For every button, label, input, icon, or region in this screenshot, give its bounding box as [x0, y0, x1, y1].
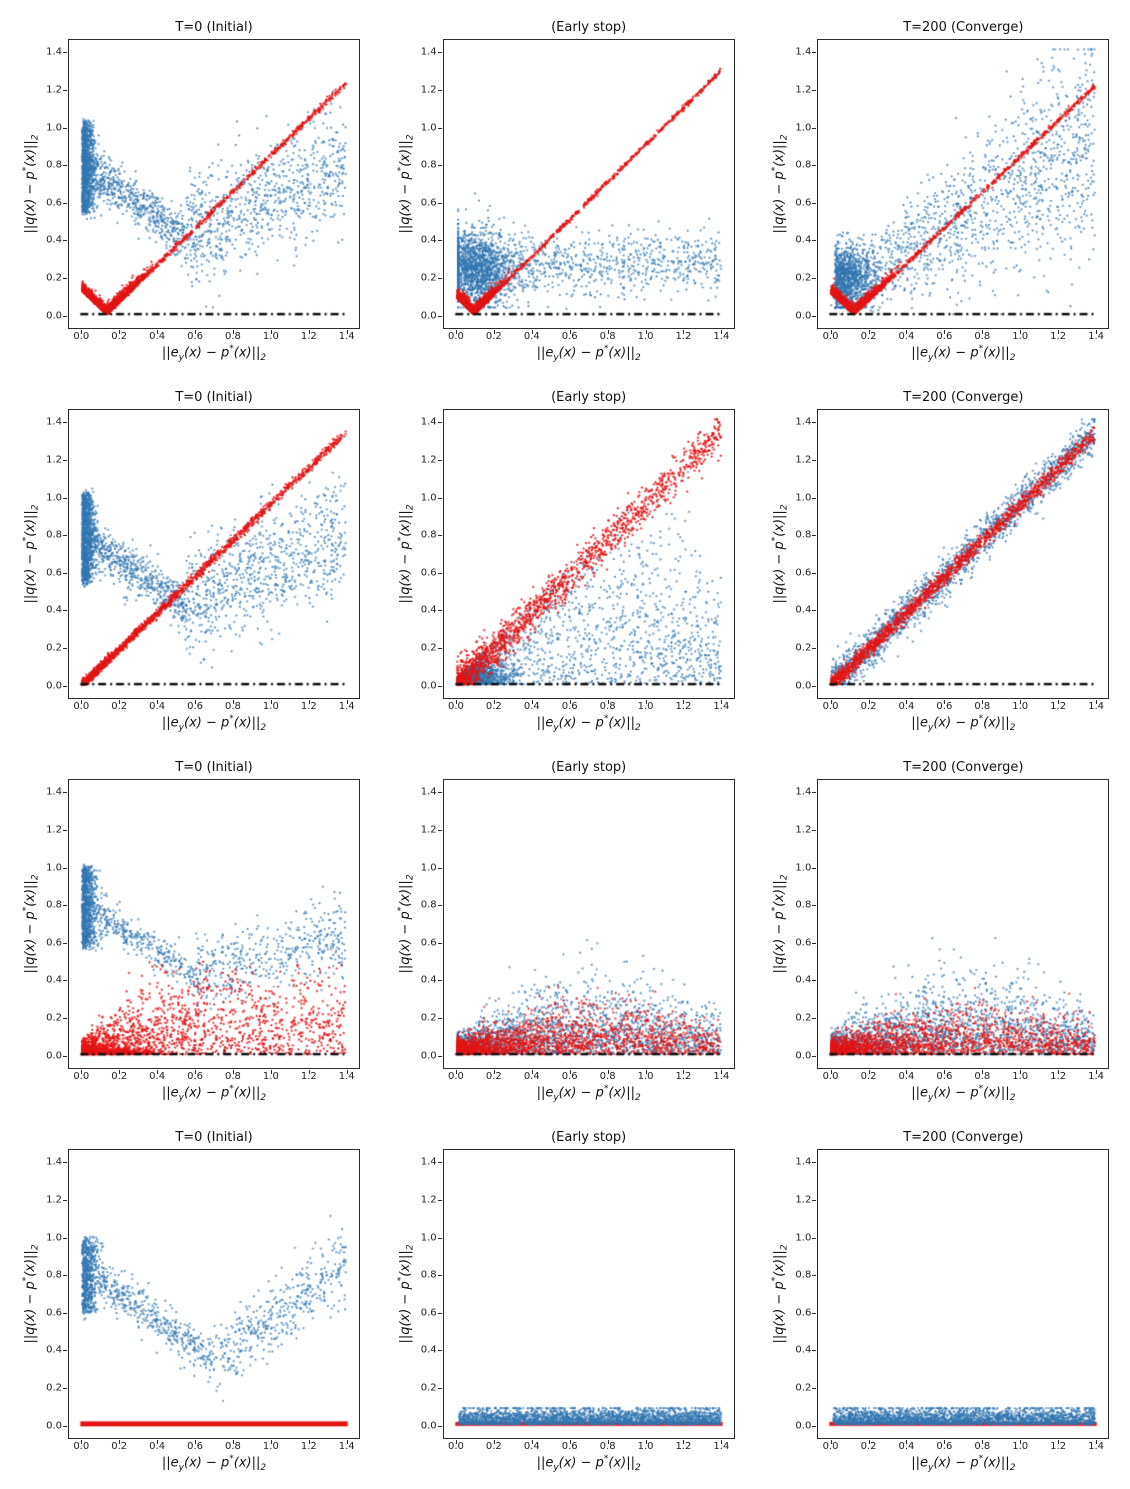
y-axis-label: ||q(x) − p*(x)||2: [396, 504, 416, 604]
x-axis-label: ||ey(x) − p*(x)||2: [161, 714, 267, 733]
x-tick-labels: 0.0 0.2 0.4 0.6 0.8 1.0 1.2 1.4: [822, 1441, 1104, 1452]
scatter-canvas-r1c2: [442, 39, 735, 329]
subplot-r3c2: (Early stop) ||q(x) − p*(x)||2 0.0 0.2 0.4 0.…: [381, 746, 752, 1116]
scatter-canvas-r1c3: [817, 39, 1110, 329]
charts-grid: T=0 (Initial) ||q(x) − p*(x)||2 0.0 0.2 0.4 0…: [6, 6, 1126, 1486]
scatter-canvas-r2c2: [442, 409, 735, 699]
scatter-canvas-r4c2: [442, 1149, 735, 1439]
y-axis-label: ||q(x) − p*(x)||2: [770, 504, 790, 604]
subplot-title: T=200 (Converge): [903, 760, 1024, 775]
subplot-title: T=0 (Initial): [175, 760, 253, 775]
x-tick-labels: 0.0 0.2 0.4 0.6 0.8 1.0 1.2 1.4: [822, 701, 1104, 712]
subplot-title: T=200 (Converge): [903, 1130, 1024, 1145]
x-tick-labels: 0.0 0.2 0.4 0.6 0.8 1.0 1.2 1.4: [73, 1441, 355, 1452]
subplot-title: (Early stop): [551, 760, 627, 775]
y-tick-labels: 0.0 0.2 0.4 0.6 0.8 1.0 1.2 1.4: [420, 1156, 437, 1432]
y-axis-label: ||q(x) − p*(x)||2: [770, 874, 790, 974]
x-axis-label: ||ey(x) − p*(x)||2: [911, 1454, 1016, 1473]
subplot-r4c1: T=0 (Initial) ||q(x) − p*(x)||2 0.0 0.2 0.4 0…: [6, 1116, 377, 1486]
y-axis-label: ||q(x) − p*(x)||2: [21, 504, 41, 604]
y-axis-label: ||q(x) − p*(x)||2: [396, 134, 416, 234]
x-tick-labels: 0.0 0.2 0.4 0.6 0.8 1.0 1.2 1.4: [73, 701, 355, 712]
scatter-canvas-r4c1: [68, 1149, 360, 1439]
x-tick-labels: 0.0 0.2 0.4 0.6 0.8 1.0 1.2 1.4: [447, 701, 730, 712]
x-axis-label: ||ey(x) − p*(x)||2: [161, 1084, 267, 1103]
y-axis-label: ||q(x) − p*(x)||2: [21, 134, 41, 234]
x-axis-label: ||ey(x) − p*(x)||2: [911, 344, 1016, 363]
subplot-title: (Early stop): [551, 1130, 627, 1145]
y-tick-labels: 0.0 0.2 0.4 0.6 0.8 1.0 1.2 1.4: [795, 1156, 812, 1432]
subplot-title: T=0 (Initial): [175, 390, 253, 405]
y-tick-labels: 0.0 0.2 0.4 0.6 0.8 1.0 1.2 1.4: [420, 416, 437, 692]
subplot-r4c3: T=200 (Converge) ||q(x) − p*(x)||2 0.0 0.2 0…: [755, 1116, 1126, 1486]
scatter-canvas-r3c2: [442, 779, 735, 1069]
scatter-canvas-r4c3: [817, 1149, 1110, 1439]
y-tick-labels: 0.0 0.2 0.4 0.6 0.8 1.0 1.2 1.4: [420, 46, 437, 322]
x-axis-label: ||ey(x) − p*(x)||2: [536, 714, 641, 733]
subplot-r2c3: T=200 (Converge) ||q(x) − p*(x)||2 0.0 0.2 0…: [755, 376, 1126, 746]
subplot-title: T=0 (Initial): [175, 1130, 253, 1145]
x-tick-labels: 0.0 0.2 0.4 0.6 0.8 1.0 1.2 1.4: [822, 331, 1104, 342]
x-tick-labels: 0.0 0.2 0.4 0.6 0.8 1.0 1.2 1.4: [447, 331, 730, 342]
y-tick-labels: 0.0 0.2 0.4 0.6 0.8 1.0 1.2 1.4: [795, 46, 812, 322]
scatter-canvas-r2c1: [68, 409, 360, 699]
subplot-r3c1: T=0 (Initial) ||q(x) − p*(x)||2 0.0 0.2 0.4 0…: [6, 746, 377, 1116]
subplot-r1c2: (Early stop) ||q(x) − p*(x)||2 0.0 0.2 0.4 0.…: [381, 6, 752, 376]
x-axis-label: ||ey(x) − p*(x)||2: [911, 1084, 1016, 1103]
x-axis-label: ||ey(x) − p*(x)||2: [161, 1454, 267, 1473]
x-tick-labels: 0.0 0.2 0.4 0.6 0.8 1.0 1.2 1.4: [73, 331, 355, 342]
x-axis-label: ||ey(x) − p*(x)||2: [536, 344, 641, 363]
y-tick-labels: 0.0 0.2 0.4 0.6 0.8 1.0 1.2 1.4: [46, 1156, 62, 1432]
y-axis-label: ||q(x) − p*(x)||2: [21, 874, 41, 974]
y-axis-label: ||q(x) − p*(x)||2: [21, 1244, 41, 1344]
y-tick-labels: 0.0 0.2 0.4 0.6 0.8 1.0 1.2 1.4: [46, 416, 62, 692]
x-tick-labels: 0.0 0.2 0.4 0.6 0.8 1.0 1.2 1.4: [447, 1441, 730, 1452]
y-tick-labels: 0.0 0.2 0.4 0.6 0.8 1.0 1.2 1.4: [46, 786, 62, 1062]
subplot-r3c3: T=200 (Converge) ||q(x) − p*(x)||2 0.0 0.2 0…: [755, 746, 1126, 1116]
y-tick-labels: 0.0 0.2 0.4 0.6 0.8 1.0 1.2 1.4: [46, 46, 62, 322]
x-tick-labels: 0.0 0.2 0.4 0.6 0.8 1.0 1.2 1.4: [73, 1071, 355, 1082]
scatter-canvas-r3c1: [68, 779, 360, 1069]
x-axis-label: ||ey(x) − p*(x)||2: [536, 1454, 641, 1473]
x-tick-labels: 0.0 0.2 0.4 0.6 0.8 1.0 1.2 1.4: [822, 1071, 1104, 1082]
scatter-canvas-r1c1: [68, 39, 360, 329]
x-axis-label: ||ey(x) − p*(x)||2: [911, 714, 1016, 733]
y-axis-label: ||q(x) − p*(x)||2: [396, 1244, 416, 1344]
y-tick-labels: 0.0 0.2 0.4 0.6 0.8 1.0 1.2 1.4: [420, 786, 437, 1062]
subplot-title: T=0 (Initial): [175, 20, 253, 35]
subplot-r4c2: (Early stop) ||q(x) − p*(x)||2 0.0 0.2 0.4 0.…: [381, 1116, 752, 1486]
x-axis-label: ||ey(x) − p*(x)||2: [161, 344, 267, 363]
y-axis-label: ||q(x) − p*(x)||2: [396, 874, 416, 974]
subplot-r2c2: (Early stop) ||q(x) − p*(x)||2 0.0 0.2 0.4 0.…: [381, 376, 752, 746]
subplot-title: (Early stop): [551, 390, 627, 405]
x-tick-labels: 0.0 0.2 0.4 0.6 0.8 1.0 1.2 1.4: [447, 1071, 730, 1082]
subplot-r1c1: T=0 (Initial) ||q(x) − p*(x)||2 0.0 0.2 0.4 0…: [6, 6, 377, 376]
y-axis-label: ||q(x) − p*(x)||2: [770, 1244, 790, 1344]
y-axis-label: ||q(x) − p*(x)||2: [770, 134, 790, 234]
subplot-title: (Early stop): [551, 20, 627, 35]
y-tick-labels: 0.0 0.2 0.4 0.6 0.8 1.0 1.2 1.4: [795, 786, 812, 1062]
subplot-title: T=200 (Converge): [903, 390, 1024, 405]
subplot-r2c1: T=0 (Initial) ||q(x) − p*(x)||2 0.0 0.2 0.4 0…: [6, 376, 377, 746]
subplot-title: T=200 (Converge): [903, 20, 1024, 35]
subplot-r1c3: T=200 (Converge) ||q(x) − p*(x)||2 0.0 0.2 0…: [755, 6, 1126, 376]
scatter-canvas-r2c3: [817, 409, 1110, 699]
scatter-canvas-r3c3: [817, 779, 1110, 1069]
y-tick-labels: 0.0 0.2 0.4 0.6 0.8 1.0 1.2 1.4: [795, 416, 812, 692]
x-axis-label: ||ey(x) − p*(x)||2: [536, 1084, 641, 1103]
